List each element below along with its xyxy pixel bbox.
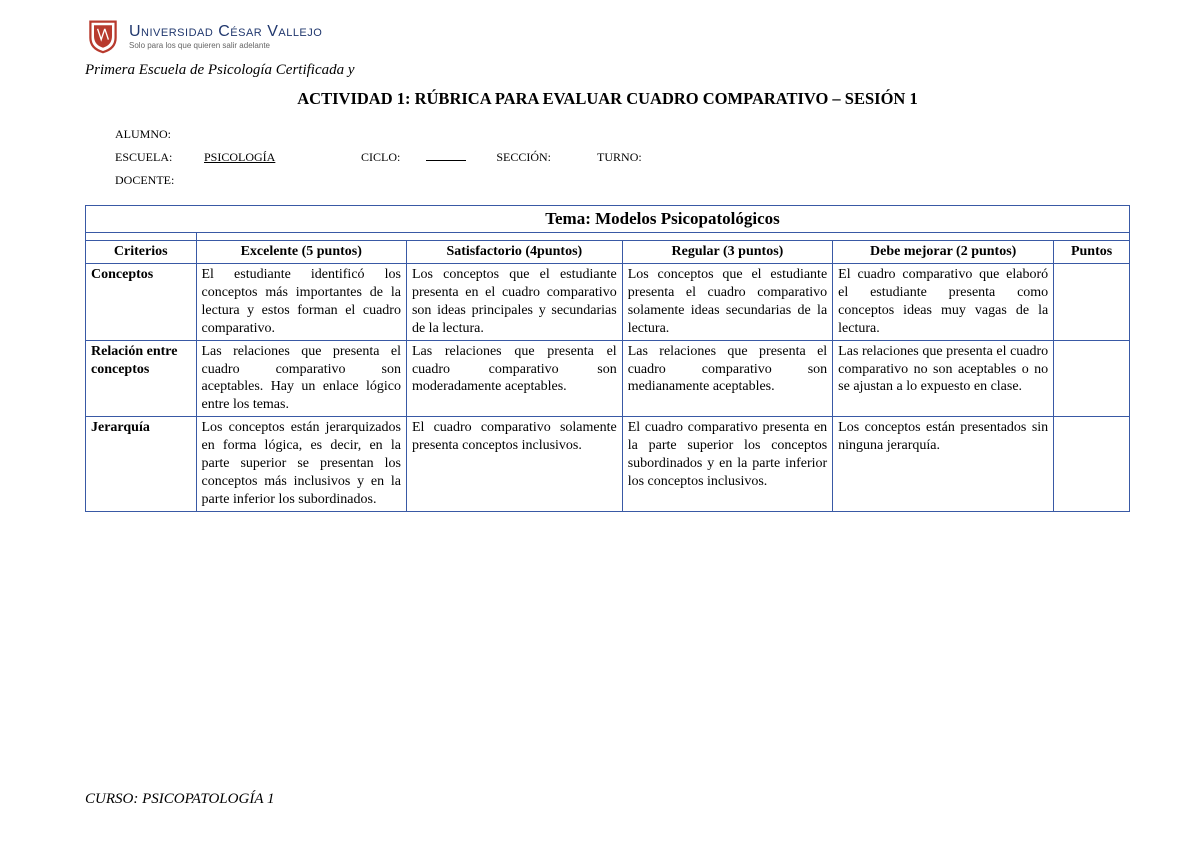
alumno-label: ALUMNO: [115,123,171,146]
tema-row: Tema: Modelos Psicopatológicos [86,206,1130,233]
ciclo-blank [426,160,466,161]
seccion-label: SECCIÓN: [496,146,551,169]
cell-regular: Los conceptos que el estudiante presenta… [622,264,832,341]
tema-title: Tema: Modelos Psicopatológicos [196,206,1130,233]
header-satisfactorio: Satisfactorio (4puntos) [406,241,622,264]
escuela-label: ESCUELA: [115,146,201,169]
docente-label: DOCENTE: [115,169,174,192]
cell-regular: Las relaciones que presenta el cuadro co… [622,340,832,417]
cell-debe-mejorar: El cuadro comparativo que elaboró el est… [833,264,1054,341]
university-name: Universidad César Vallejo [129,23,322,41]
turno-label: TURNO: [597,146,642,169]
table-row: Jerarquía Los conceptos están jerarquiza… [86,417,1130,512]
cell-puntos [1054,264,1130,341]
cell-excelente: El estudiante identificó los conceptos m… [196,264,406,341]
escuela-value: PSICOLOGÍA [204,146,354,169]
criterio-label: Conceptos [86,264,197,341]
cell-satisfactorio: Los conceptos que el estudiante presenta… [406,264,622,341]
university-logo: Universidad César Vallejo Solo para los … [85,18,1130,54]
header-regular: Regular (3 puntos) [622,241,832,264]
header-debe-mejorar: Debe mejorar (2 puntos) [833,241,1054,264]
cell-debe-mejorar: Las relaciones que presenta el cuadro co… [833,340,1054,417]
cell-excelente: Los conceptos están jerarquizados en for… [196,417,406,512]
criterio-label: Jerarquía [86,417,197,512]
shield-icon [85,18,121,54]
criterio-label: Relación entre conceptos [86,340,197,417]
student-info-form: ALUMNO: ESCUELA: PSICOLOGÍA CICLO: SECCI… [115,123,1130,191]
university-slogan: Solo para los que quieren salir adelante [129,41,322,50]
document-title: ACTIVIDAD 1: RÚBRICA PARA EVALUAR CUADRO… [85,89,1130,109]
header-excelente: Excelente (5 puntos) [196,241,406,264]
cell-satisfactorio: Las relaciones que presenta el cuadro co… [406,340,622,417]
header-row: Criterios Excelente (5 puntos) Satisfact… [86,241,1130,264]
course-footer: CURSO: PSICOPATOLOGÍA 1 [85,791,274,808]
rubric-table: Tema: Modelos Psicopatológicos Criterios… [85,205,1130,511]
cell-debe-mejorar: Los conceptos están presentados sin ning… [833,417,1054,512]
spacer-row [86,233,1130,241]
context-line: Primera Escuela de Psicología Certificad… [85,62,1130,79]
header-puntos: Puntos [1054,241,1130,264]
header-criterios: Criterios [86,241,197,264]
ciclo-label: CICLO: [361,146,400,169]
cell-satisfactorio: El cuadro comparativo solamente presenta… [406,417,622,512]
table-row: Conceptos El estudiante identificó los c… [86,264,1130,341]
cell-regular: El cuadro comparativo presenta en la par… [622,417,832,512]
cell-excelente: Las relaciones que presenta el cuadro co… [196,340,406,417]
cell-puntos [1054,340,1130,417]
cell-puntos [1054,417,1130,512]
table-row: Relación entre conceptos Las relaciones … [86,340,1130,417]
